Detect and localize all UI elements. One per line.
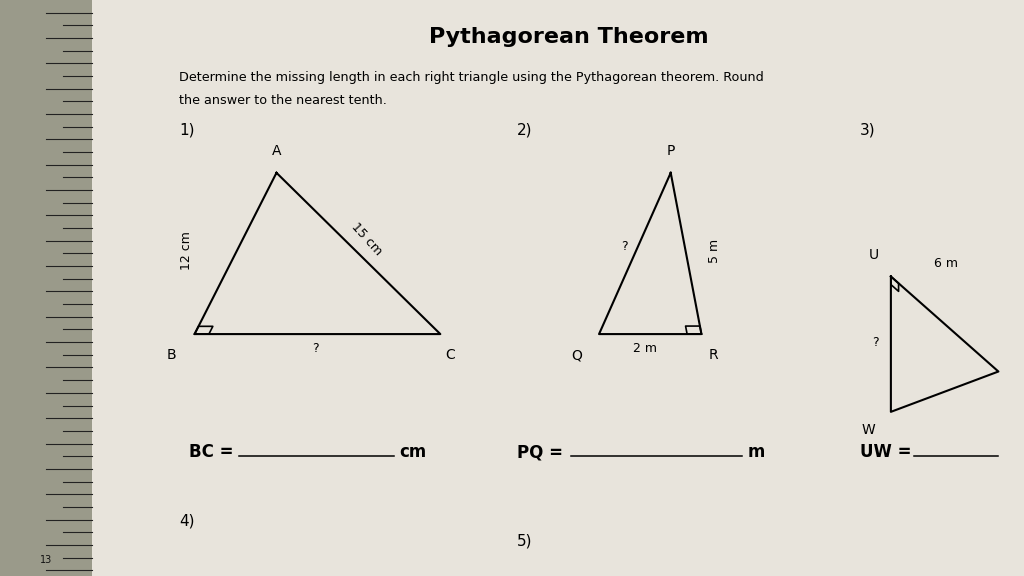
Text: BC =: BC = [189,443,233,461]
Bar [0,0,92,576]
Text: 5): 5) [517,534,532,549]
Text: 2 m: 2 m [633,342,657,355]
Text: UW =: UW = [860,443,911,461]
Text: 12 cm: 12 cm [180,231,193,270]
Text: Pythagorean Theorem: Pythagorean Theorem [428,28,709,47]
Text: U: U [868,248,879,262]
Text: PQ =: PQ = [517,443,563,461]
Text: 3): 3) [860,122,876,137]
Text: Determine the missing length in each right triangle using the Pythagorean theore: Determine the missing length in each rig… [179,71,764,84]
Text: 6 m: 6 m [934,257,958,270]
Text: A: A [271,145,282,158]
Text: the answer to the nearest tenth.: the answer to the nearest tenth. [179,94,387,107]
Text: cm: cm [399,443,427,461]
Text: C: C [445,348,456,362]
Text: 1): 1) [179,122,195,137]
Text: 2): 2) [517,122,532,137]
Text: Q: Q [570,348,582,362]
Text: 4): 4) [179,514,195,529]
Text: m: m [748,443,765,461]
Text: ?: ? [312,342,318,355]
Text: 5 m: 5 m [709,238,721,263]
Text: 13: 13 [40,555,52,565]
Text: ?: ? [872,336,879,349]
Text: ?: ? [622,240,628,253]
Text: P: P [667,145,675,158]
Text: R: R [709,348,718,362]
Text: B: B [167,348,176,362]
Text: W: W [862,423,876,437]
Text: 15 cm: 15 cm [349,220,384,258]
